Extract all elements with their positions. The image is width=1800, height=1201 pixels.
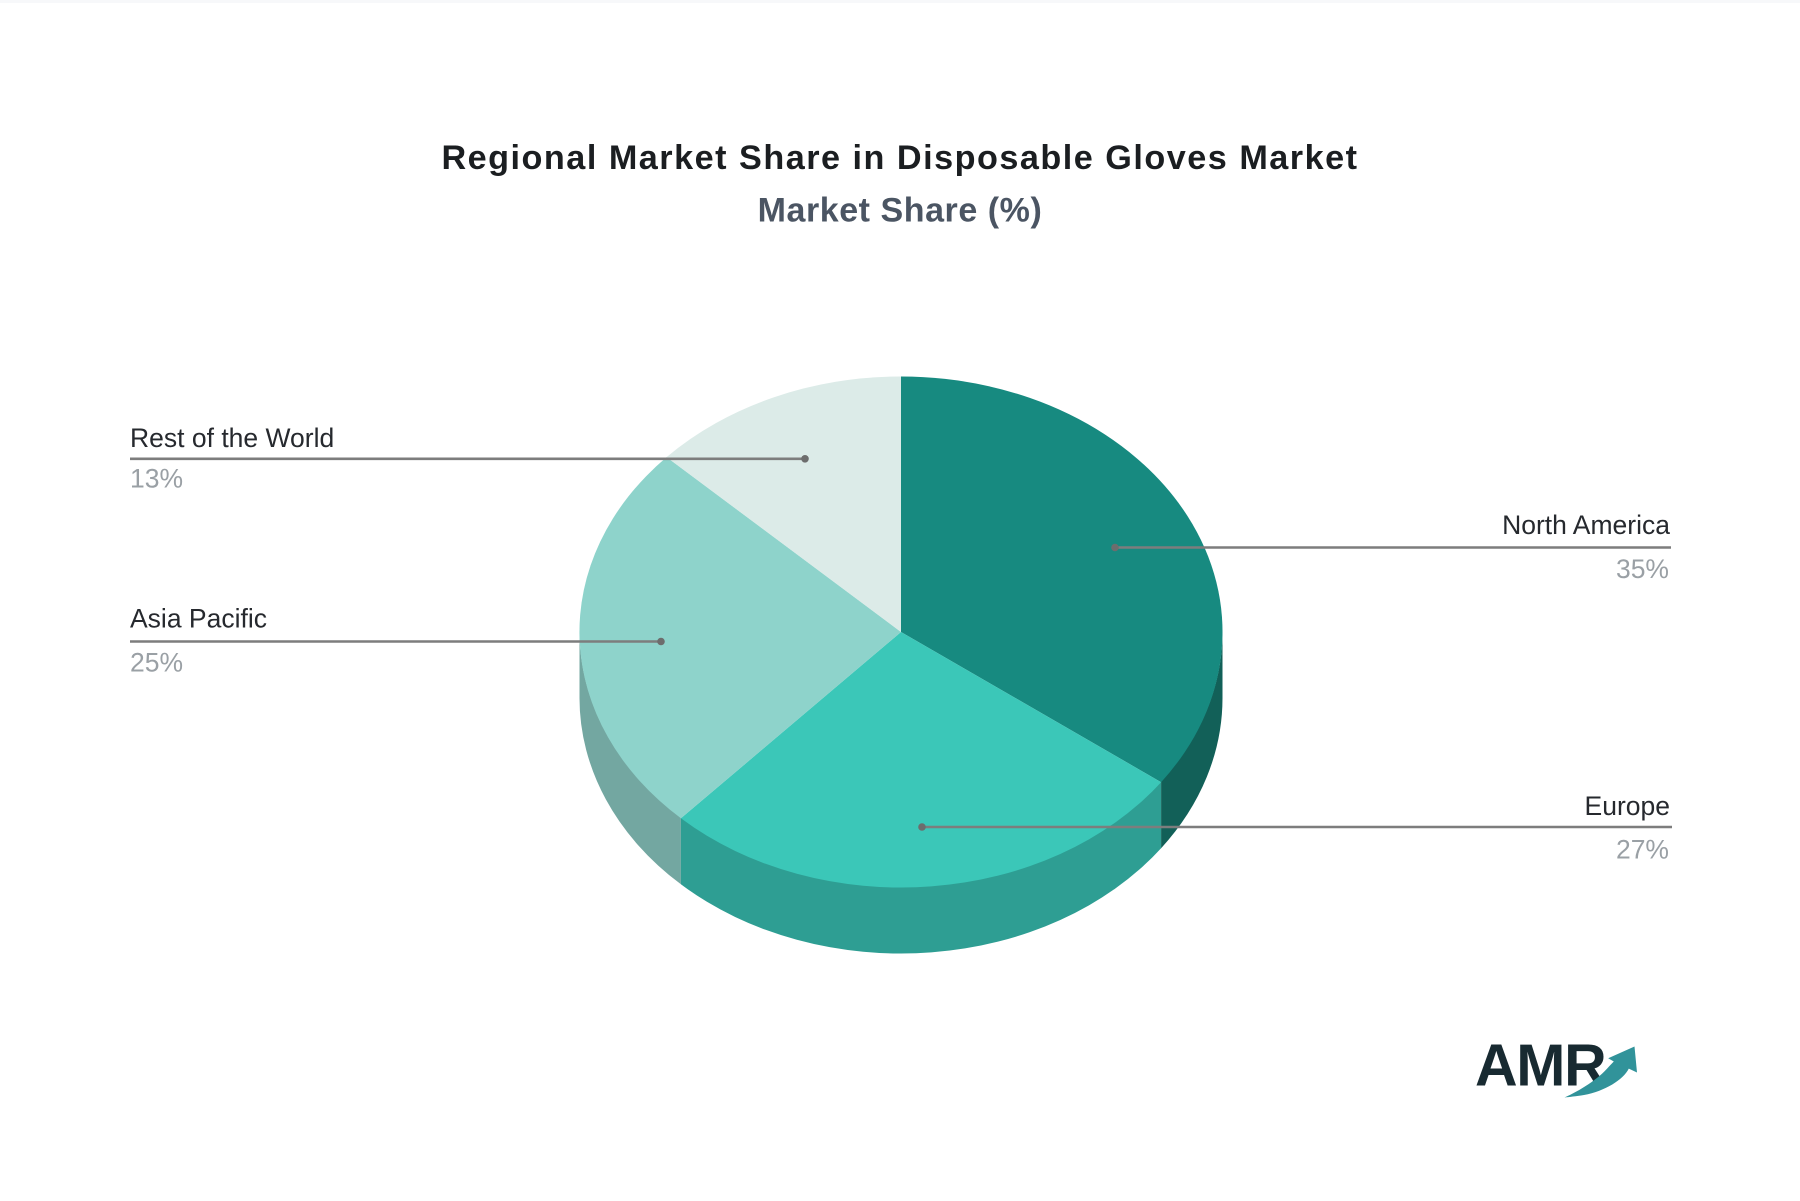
svg-text:Rest of the World: Rest of the World [130,423,334,453]
svg-text:27%: 27% [1616,835,1669,865]
svg-text:35%: 35% [1616,554,1669,584]
svg-text:Asia Pacific: Asia Pacific [130,604,267,634]
svg-text:Market Share (%): Market Share (%) [758,192,1043,230]
svg-text:13%: 13% [130,464,183,494]
svg-text:North America: North America [1502,510,1670,540]
svg-text:Europe: Europe [1585,791,1670,821]
svg-text:25%: 25% [130,648,183,678]
svg-text:Regional Market Share in Dispo: Regional Market Share in Disposable Glov… [441,139,1358,177]
